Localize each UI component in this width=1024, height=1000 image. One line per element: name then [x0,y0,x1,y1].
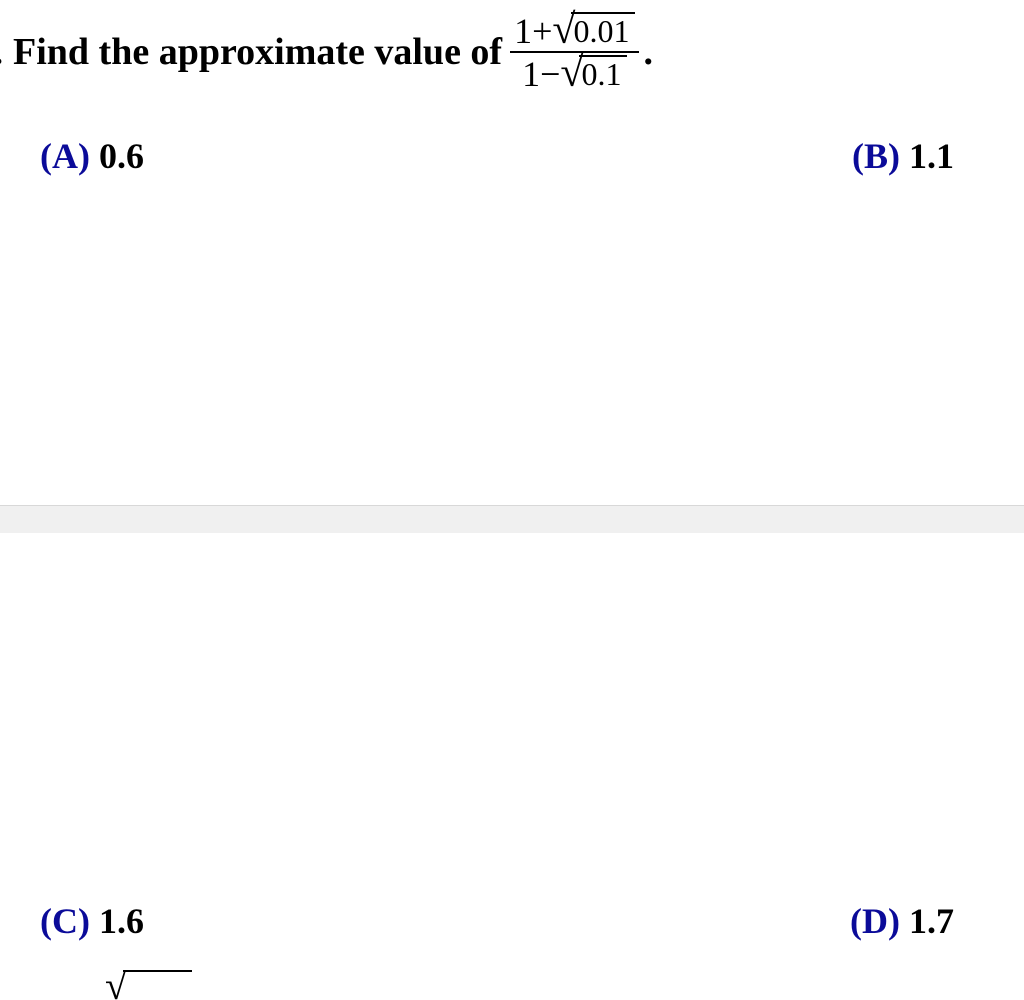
denominator-radicand: 0.1 [579,55,627,92]
question-prompt: Find the approximate value of [13,30,502,74]
option-b-label: (B) [852,136,909,176]
numerator-left: 1+ [514,13,552,49]
option-a[interactable]: (A) 0.6 [40,135,144,177]
numerator-radicand: 0.01 [571,12,635,49]
question-row: . Find the approximate value of 1+ √ 0.0… [0,10,1024,94]
option-d[interactable]: (D) 1.7 [850,900,954,942]
bullet-point: . [0,31,3,73]
option-b[interactable]: (B) 1.1 [852,135,954,177]
numerator-sqrt: √ 0.01 [552,12,635,49]
option-b-value: 1.1 [909,136,954,176]
trailing-period: . [643,30,653,74]
options-row-2: (C) 1.6 (D) 1.7 [0,900,1024,942]
options-row-1: (A) 0.6 (B) 1.1 [0,135,1024,177]
option-a-label: (A) [40,136,99,176]
denominator: 1− √ 0.1 [518,53,631,94]
option-c-label: (C) [40,901,99,941]
option-a-value: 0.6 [99,136,144,176]
numerator: 1+ √ 0.01 [510,10,639,51]
denominator-left: 1− [522,56,560,92]
fraction: 1+ √ 0.01 1− √ 0.1 [510,10,639,94]
option-d-value: 1.7 [909,901,954,941]
page-separator [0,505,1024,533]
cutoff-content: √ [105,970,192,1000]
option-c-value: 1.6 [99,901,144,941]
option-c[interactable]: (C) 1.6 [40,900,144,942]
option-d-label: (D) [850,901,909,941]
denominator-sqrt: √ 0.1 [560,55,627,92]
